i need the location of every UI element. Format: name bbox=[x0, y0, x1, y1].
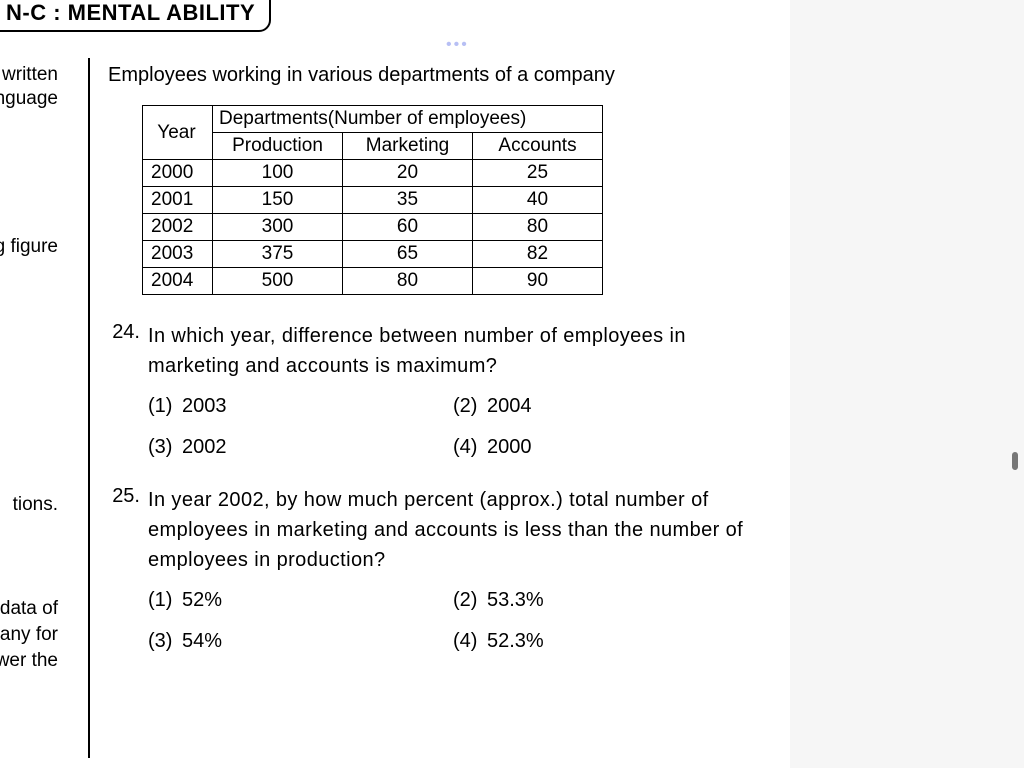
option: (4)2000 bbox=[453, 436, 748, 459]
cell: 375 bbox=[213, 241, 343, 268]
year-header: Year bbox=[143, 106, 213, 160]
option: (3)54% bbox=[148, 630, 443, 653]
column-divider bbox=[88, 58, 90, 758]
document-page: N-C : MENTAL ABILITY ••• s written nguag… bbox=[0, 0, 790, 768]
question-options: (1)52% (2)53.3% (3)54% (4)52.3% bbox=[148, 589, 748, 653]
text-fragment: g figure bbox=[0, 236, 58, 258]
col-production: Production bbox=[213, 133, 343, 160]
question-number: 25. bbox=[108, 485, 148, 665]
main-column: Employees working in various departments… bbox=[108, 64, 748, 679]
cell: 90 bbox=[473, 268, 603, 295]
text-fragment: nguage bbox=[0, 88, 58, 110]
cell: 60 bbox=[343, 214, 473, 241]
table-caption: Employees working in various departments… bbox=[108, 64, 748, 87]
col-marketing: Marketing bbox=[343, 133, 473, 160]
cell: 100 bbox=[213, 160, 343, 187]
text-fragment: tions. bbox=[13, 494, 58, 516]
table-row: 2000 100 20 25 bbox=[143, 160, 603, 187]
cell: 25 bbox=[473, 160, 603, 187]
text-fragment: any for bbox=[0, 624, 58, 646]
left-column-fragments: s written nguage g figure tions. data of… bbox=[0, 0, 70, 768]
question-24: 24. In which year, difference between nu… bbox=[108, 321, 748, 471]
cell: 82 bbox=[473, 241, 603, 268]
cell: 65 bbox=[343, 241, 473, 268]
cell-year: 2002 bbox=[143, 214, 213, 241]
cell-year: 2004 bbox=[143, 268, 213, 295]
option: (4)52.3% bbox=[453, 630, 748, 653]
cell: 35 bbox=[343, 187, 473, 214]
option: (2)2004 bbox=[453, 395, 748, 418]
table-row: 2004 500 80 90 bbox=[143, 268, 603, 295]
question-text: In year 2002, by how much percent (appro… bbox=[148, 485, 748, 575]
table-row: 2003 375 65 82 bbox=[143, 241, 603, 268]
option: (2)53.3% bbox=[453, 589, 748, 612]
question-number: 24. bbox=[108, 321, 148, 471]
table-header-row: Year Departments(Number of employees) bbox=[143, 106, 603, 133]
cell-year: 2001 bbox=[143, 187, 213, 214]
question-text: In which year, difference between number… bbox=[148, 321, 748, 381]
cell: 80 bbox=[343, 268, 473, 295]
dept-group-header: Departments(Number of employees) bbox=[213, 106, 603, 133]
table-row: 2002 300 60 80 bbox=[143, 214, 603, 241]
text-fragment: s written bbox=[0, 64, 58, 86]
page-menu-icon: ••• bbox=[446, 36, 469, 54]
question-25: 25. In year 2002, by how much percent (a… bbox=[108, 485, 748, 665]
cell: 40 bbox=[473, 187, 603, 214]
cell: 500 bbox=[213, 268, 343, 295]
table-row: 2001 150 35 40 bbox=[143, 187, 603, 214]
employees-table: Year Departments(Number of employees) Pr… bbox=[142, 105, 603, 295]
question-body: In which year, difference between number… bbox=[148, 321, 748, 471]
cell-year: 2003 bbox=[143, 241, 213, 268]
cell: 80 bbox=[473, 214, 603, 241]
viewer-gutter bbox=[790, 0, 1024, 768]
cell: 300 bbox=[213, 214, 343, 241]
text-fragment: data of bbox=[0, 598, 58, 620]
question-body: In year 2002, by how much percent (appro… bbox=[148, 485, 748, 665]
option: (1)52% bbox=[148, 589, 443, 612]
option: (1)2003 bbox=[148, 395, 443, 418]
scrollbar-thumb[interactable] bbox=[1012, 452, 1018, 470]
cell-year: 2000 bbox=[143, 160, 213, 187]
cell: 150 bbox=[213, 187, 343, 214]
col-accounts: Accounts bbox=[473, 133, 603, 160]
text-fragment: wer the bbox=[0, 650, 58, 672]
question-options: (1)2003 (2)2004 (3)2002 (4)2000 bbox=[148, 395, 748, 459]
cell: 20 bbox=[343, 160, 473, 187]
option: (3)2002 bbox=[148, 436, 443, 459]
